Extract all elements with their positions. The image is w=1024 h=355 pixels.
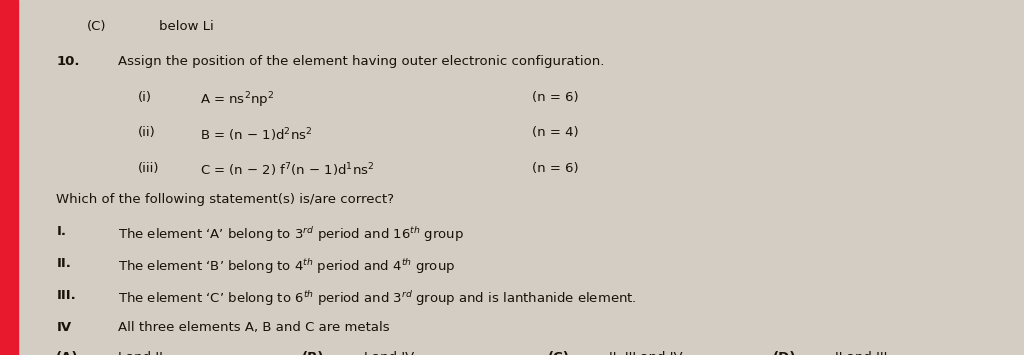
Text: A = ns$^2$np$^2$: A = ns$^2$np$^2$ xyxy=(200,91,273,110)
Text: II and III: II and III xyxy=(835,351,887,355)
Text: B = (n $-$ 1)d$^2$ns$^2$: B = (n $-$ 1)d$^2$ns$^2$ xyxy=(200,126,312,144)
Text: I and II: I and II xyxy=(118,351,163,355)
Text: (C): (C) xyxy=(87,20,106,33)
Text: below Li: below Li xyxy=(159,20,213,33)
Text: The element ‘C’ belong to 6$^{th}$ period and 3$^{rd}$ group and is lanthanide e: The element ‘C’ belong to 6$^{th}$ perio… xyxy=(118,289,636,308)
Text: The element ‘A’ belong to 3$^{rd}$ period and 16$^{th}$ group: The element ‘A’ belong to 3$^{rd}$ perio… xyxy=(118,225,464,244)
Text: (iii): (iii) xyxy=(138,162,160,175)
Text: C = (n $-$ 2) f$^7$(n $-$ 1)d$^1$ns$^2$: C = (n $-$ 2) f$^7$(n $-$ 1)d$^1$ns$^2$ xyxy=(200,162,374,179)
Text: (B): (B) xyxy=(302,351,325,355)
Text: IV: IV xyxy=(56,321,72,334)
Text: (i): (i) xyxy=(138,91,153,104)
Text: (n = 6): (n = 6) xyxy=(532,162,580,175)
Text: Which of the following statement(s) is/are correct?: Which of the following statement(s) is/a… xyxy=(56,193,394,207)
Text: All three elements A, B and C are metals: All three elements A, B and C are metals xyxy=(118,321,389,334)
Text: I and IV: I and IV xyxy=(364,351,414,355)
Text: I.: I. xyxy=(56,225,67,239)
Text: The element ‘B’ belong to 4$^{th}$ period and 4$^{th}$ group: The element ‘B’ belong to 4$^{th}$ perio… xyxy=(118,257,455,276)
Text: (C): (C) xyxy=(548,351,569,355)
Text: III.: III. xyxy=(56,289,76,302)
Text: (n = 6): (n = 6) xyxy=(532,91,580,104)
Text: (D): (D) xyxy=(773,351,797,355)
Text: (n = 4): (n = 4) xyxy=(532,126,580,139)
Text: II.: II. xyxy=(56,257,72,271)
Text: Assign the position of the element having outer electronic configuration.: Assign the position of the element havin… xyxy=(118,55,604,68)
Text: 10.: 10. xyxy=(56,55,80,68)
Text: (A): (A) xyxy=(56,351,79,355)
Bar xyxy=(0,0,18,355)
Text: II, III and IV: II, III and IV xyxy=(609,351,683,355)
Text: (ii): (ii) xyxy=(138,126,156,139)
